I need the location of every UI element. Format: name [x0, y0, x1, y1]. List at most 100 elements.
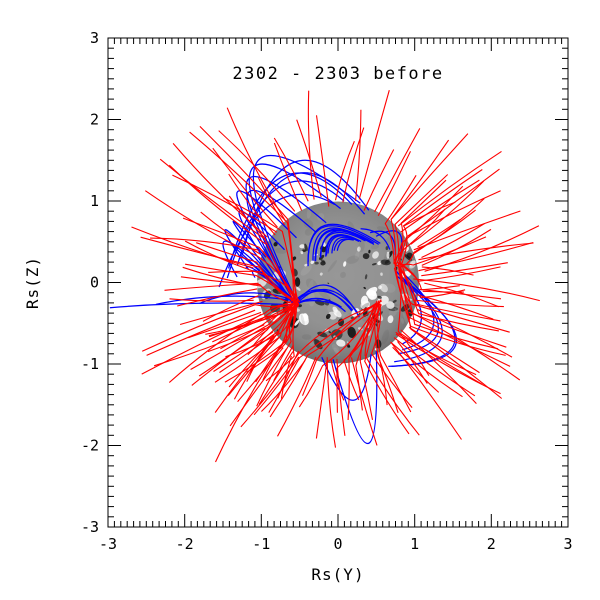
- open-field-line: [376, 349, 388, 406]
- open-field-line: [168, 313, 262, 383]
- magnetogram-bright-spot: [332, 306, 338, 313]
- open-field-line: [229, 348, 288, 427]
- open-field-line: [200, 211, 262, 255]
- open-field-line: [205, 303, 294, 335]
- open-field-line: [421, 223, 485, 258]
- magnetogram-dark-spot: [273, 241, 278, 247]
- x-tick-label: 0: [333, 535, 342, 553]
- magnetogram-bright-spot: [372, 251, 379, 259]
- magnetogram-dark-spot: [371, 263, 377, 266]
- x-axis-label: Rs(Y): [311, 565, 364, 584]
- open-field-line: [172, 143, 268, 238]
- magnetogram-bright-spot: [371, 290, 377, 297]
- magnetogram-bright-spot: [360, 300, 370, 310]
- plot-title: 2302 - 2303 before: [232, 64, 443, 84]
- magnetogram-mottle: [388, 307, 397, 317]
- open-field-line: [144, 190, 300, 306]
- open-field-line: [374, 304, 399, 413]
- open-field-line: [177, 288, 258, 307]
- magnetogram-dark-spot: [362, 253, 370, 260]
- y-tick-label: -3: [81, 518, 99, 536]
- magnetogram-mottle: [321, 233, 326, 246]
- x-tick-label: -2: [176, 535, 194, 553]
- closed-field-line: [388, 281, 458, 368]
- magnetogram-bright-spot: [319, 272, 323, 276]
- magnetogram-dark-spot: [317, 331, 328, 338]
- open-field-line: [253, 324, 273, 346]
- open-field-line: [342, 127, 365, 203]
- magnetogram-mottle: [301, 314, 305, 327]
- open-field-line: [208, 270, 262, 273]
- open-field-line: [408, 326, 480, 374]
- open-field-line: [326, 357, 337, 448]
- closed-field-line: [398, 268, 435, 351]
- open-field-line: [397, 341, 428, 384]
- magnetogram-mottle: [303, 219, 314, 229]
- open-field-line: [374, 128, 421, 213]
- open-field-line: [261, 359, 306, 412]
- open-field-line: [350, 357, 378, 446]
- magnetogram-mottle: [336, 309, 344, 317]
- open-field-line: [413, 210, 521, 251]
- magnetogram-bright-spot: [378, 285, 382, 290]
- open-field-line: [307, 90, 315, 200]
- magnetogram-mottle: [403, 312, 409, 325]
- magnetogram-dark-spot: [350, 316, 354, 320]
- y-axis-label: Rs(Z): [23, 256, 42, 309]
- magnetogram-mottle: [327, 260, 337, 273]
- open-field-line: [421, 266, 474, 276]
- open-field-line: [402, 169, 483, 227]
- open-field-lines: [131, 90, 540, 463]
- magnetogram-mottle: [331, 344, 340, 354]
- magnetogram-mottle: [305, 278, 318, 291]
- magnetogram-bright-spot: [343, 261, 347, 267]
- open-field-line: [370, 303, 413, 408]
- open-field-line: [188, 311, 262, 339]
- open-field-line: [227, 304, 295, 397]
- open-field-line: [408, 311, 507, 348]
- open-field-line: [421, 228, 492, 266]
- closed-field-line: [293, 289, 359, 314]
- open-field-line: [377, 301, 412, 413]
- open-field-line: [401, 201, 456, 264]
- open-field-line: [269, 303, 381, 418]
- magnetogram-bright-spot: [299, 244, 306, 249]
- open-field-line: [315, 359, 328, 439]
- open-field-line: [202, 295, 259, 322]
- open-field-line: [185, 263, 296, 302]
- open-field-line: [265, 301, 297, 382]
- magnetogram-bright-spot: [357, 246, 361, 252]
- magnetogram-dark-spot: [363, 286, 366, 290]
- magnetogram-bright-spot: [366, 286, 378, 296]
- open-field-line: [393, 337, 476, 397]
- closed-field-line: [336, 238, 352, 251]
- magnetogram-bright-spot: [310, 260, 315, 265]
- open-field-line: [218, 130, 296, 212]
- magnetogram-mottle: [354, 251, 360, 260]
- open-field-line: [141, 304, 293, 352]
- x-tick-label: 1: [410, 535, 419, 553]
- open-field-line: [419, 288, 502, 300]
- magnetogram-mottle: [346, 255, 359, 264]
- closed-field-line: [294, 290, 354, 311]
- closed-field-line: [109, 302, 294, 309]
- open-field-line: [214, 336, 280, 383]
- open-field-line: [277, 350, 300, 399]
- open-field-line: [277, 356, 317, 437]
- open-field-line: [358, 90, 390, 200]
- open-field-line: [257, 177, 285, 226]
- open-field-line: [347, 302, 380, 421]
- open-field-line: [394, 236, 487, 267]
- magnetogram-mottle: [376, 226, 388, 232]
- open-field-line: [359, 300, 378, 421]
- open-field-line: [397, 265, 504, 308]
- open-field-line: [398, 267, 499, 350]
- magnetogram-dark-spot: [385, 246, 389, 251]
- open-field-line: [400, 267, 510, 333]
- open-field-line: [364, 299, 420, 436]
- open-field-line: [417, 308, 513, 358]
- closed-field-line: [232, 220, 296, 307]
- open-field-line: [168, 164, 267, 245]
- open-field-line: [191, 306, 294, 386]
